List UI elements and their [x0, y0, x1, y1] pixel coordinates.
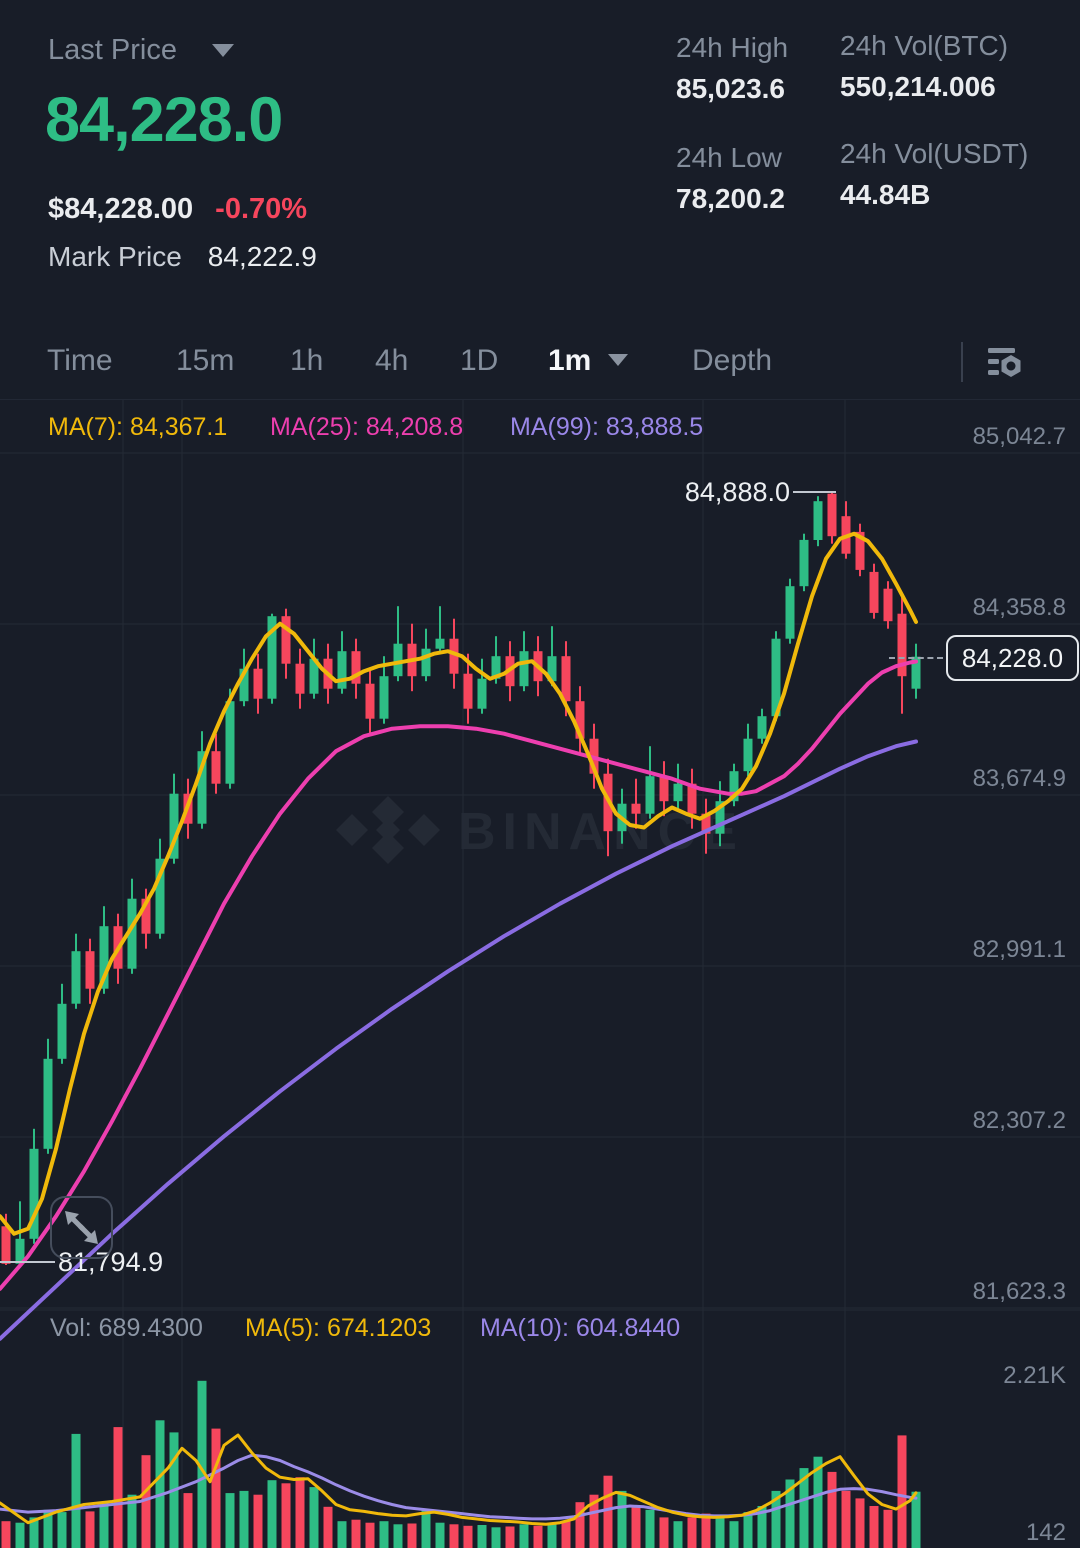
tab-depth[interactable]: Depth [692, 344, 773, 377]
tab-1d[interactable]: 1D [460, 344, 499, 377]
mark-price-row: Mark Price 84,222.9 [48, 241, 317, 273]
fullscreen-expand-button[interactable] [50, 1196, 113, 1259]
stat-label: 24h High [676, 32, 789, 63]
last-price-dashed-line [889, 657, 943, 659]
indicator-settings-icon [988, 348, 1021, 377]
expand-arrows-icon [65, 1211, 98, 1244]
tab-time[interactable]: Time [47, 344, 113, 377]
usd-price: $84,228.00 [48, 193, 194, 225]
price-mode-label: Last Price [48, 34, 177, 66]
stat-value: 44.84B [840, 179, 931, 210]
vma5-label: MA(5): 674.1203 [245, 1314, 432, 1342]
last-price: 84,228.0 [45, 85, 283, 155]
volume-axis-max: 2.21K [1003, 1362, 1066, 1389]
last-price-tag[interactable]: 84,228.0 [946, 635, 1079, 681]
mark-price-value: 84,222.9 [207, 241, 317, 272]
price-axis-tick: 85,042.7 [972, 423, 1066, 450]
stat-24h-high: 24h High 85,023.6 [676, 32, 788, 105]
stat-value: 550,214.006 [840, 71, 996, 102]
tab-15m[interactable]: 15m [176, 344, 235, 377]
volume-axis-min: 142 [1025, 1519, 1066, 1546]
tab-1h[interactable]: 1h [290, 344, 324, 377]
stat-label: 24h Vol(BTC) [840, 30, 1009, 61]
change-percent: -0.70% [215, 193, 308, 225]
caret-down-icon [212, 44, 234, 57]
divider [961, 342, 963, 382]
price-chart-canvas[interactable]: BINANCE [0, 400, 1080, 1548]
interval-tabbar: Time 15m 1h 4h 1D 1m Depth [0, 326, 1080, 400]
ma99-label: MA(99): 83,888.5 [510, 413, 704, 441]
price-axis-tick: 82,307.2 [972, 1107, 1066, 1134]
chart-settings-button[interactable] [985, 344, 1025, 384]
mark-price-label: Mark Price [48, 241, 182, 272]
stat-24h-vol-btc: 24h Vol(BTC) 550,214.006 [840, 30, 1008, 103]
ma25-label: MA(25): 84,208.8 [270, 413, 464, 441]
price-axis-tick: 81,623.3 [972, 1278, 1066, 1305]
price-mode-selector[interactable]: Last Price [48, 34, 177, 67]
stat-value: 78,200.2 [676, 183, 785, 214]
tab-1m-active[interactable]: 1m [548, 344, 592, 377]
price-axis-tick: 84,358.8 [972, 594, 1066, 621]
price-axis-tick: 83,674.9 [972, 765, 1066, 792]
high-annotation-line [793, 491, 836, 493]
low-annotation-line [0, 1261, 55, 1263]
stat-value: 85,023.6 [676, 73, 785, 104]
tab-4h[interactable]: 4h [375, 344, 409, 377]
caret-down-icon [608, 354, 628, 366]
vma10-label: MA(10): 604.8440 [480, 1314, 681, 1342]
binance-watermark: BINANCE [336, 796, 737, 864]
ma7-label: MA(7): 84,367.1 [48, 413, 228, 441]
stat-24h-low: 24h Low 78,200.2 [676, 142, 785, 215]
stat-label: 24h Vol(USDT) [840, 138, 1029, 169]
stat-label: 24h Low [676, 142, 782, 173]
vol-label: Vol: 689.4300 [50, 1314, 203, 1342]
stat-24h-vol-usdt: 24h Vol(USDT) 44.84B [840, 138, 1028, 211]
high-price-annotation: 84,888.0 [684, 477, 790, 507]
price-axis-tick: 82,991.1 [972, 936, 1066, 963]
usd-price-row: $84,228.00 -0.70% [48, 193, 307, 226]
